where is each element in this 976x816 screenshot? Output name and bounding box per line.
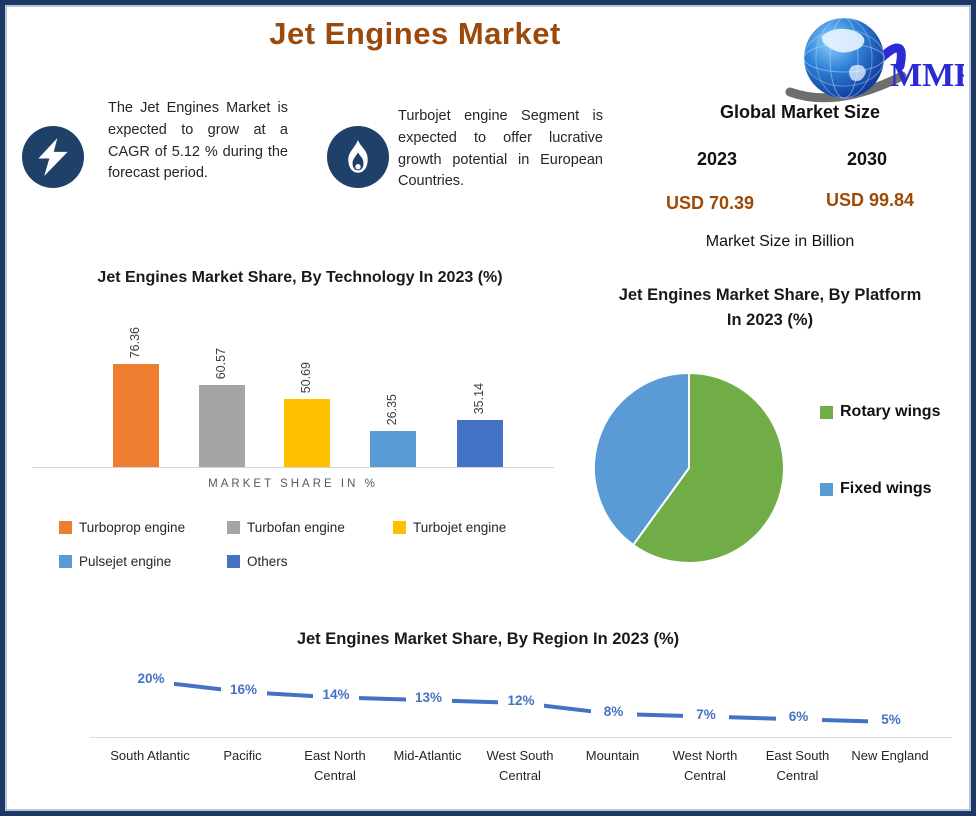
legend-swatch <box>393 521 406 534</box>
bar-pulsejet-engine <box>370 431 416 467</box>
legend-label: Others <box>247 554 288 569</box>
bar-chart-legend: Turboprop engine Turbofan engine Turbojet … <box>59 520 559 580</box>
pie-chart <box>593 372 785 564</box>
region-label-pacific: Pacific <box>223 748 262 763</box>
bar-x-axis-line <box>32 467 554 468</box>
bar-plot: 76.36 60.57 50.69 26.35 35.14 <box>32 327 554 467</box>
line-data-label: 8% <box>590 703 637 719</box>
flame-icon <box>327 126 389 188</box>
line-data-label: 12% <box>498 692 544 708</box>
region-label-east-north-central: East North Central <box>304 748 366 783</box>
bar-turbofan-engine <box>199 385 245 467</box>
region-label-south-atlantic: South Atlantic <box>110 748 190 763</box>
pie-slice-rotary-wings <box>632 372 785 564</box>
line-data-label: 7% <box>683 706 729 722</box>
bar-value-label: 76.36 <box>128 326 142 358</box>
line-data-label: 16% <box>220 681 267 697</box>
line-x-axis-line <box>90 737 952 738</box>
legend-label: Turbojet engine <box>413 520 507 535</box>
legend-item-turbojet-engine: Turbojet engine <box>393 520 506 535</box>
legend-item-pulsejet-engine: Pulsejet engine <box>59 554 171 569</box>
region-label-east-south-central: East South Central <box>765 748 830 783</box>
bar-value-label: 26.35 <box>385 393 399 425</box>
callout-growth-text: The Jet Engines Market is expected to gr… <box>108 100 288 182</box>
bar-turboprop-engine <box>113 364 159 467</box>
legend-swatch <box>820 482 833 496</box>
legend-item-others: Others <box>227 554 288 569</box>
line-data-label: 20% <box>128 671 174 686</box>
legend-item-fixed-wings: Fixed wings <box>820 480 932 498</box>
region-line-chart <box>148 679 892 724</box>
region-label-new-england: New England <box>851 748 929 763</box>
line-data-label: 5% <box>868 711 914 727</box>
bar-value-label: 50.69 <box>299 361 313 393</box>
line-data-label: 6% <box>775 709 822 725</box>
legend-label: Turbofan engine <box>247 520 345 535</box>
mmr-logo: MMR <box>782 14 976 110</box>
line-chart-title: Jet Engines Market Share, By Region In 2… <box>296 630 680 648</box>
market-size-unit-note: Market Size in Billion <box>705 233 855 250</box>
market-size-year-2023: 2023 <box>696 149 738 169</box>
line-data-label: 13% <box>405 690 452 706</box>
global-market-size-heading: Global Market Size <box>719 102 881 122</box>
legend-item-turbofan-engine: Turbofan engine <box>227 520 345 535</box>
bar-others <box>457 420 503 467</box>
legend-swatch <box>227 521 240 534</box>
bar-x-axis-label: MARKET SHARE IN % <box>208 478 378 490</box>
region-label-west-north-central: West North Central <box>672 748 738 783</box>
legend-swatch <box>59 521 72 534</box>
legend-label: Pulsejet engine <box>79 554 172 569</box>
logo-text-svg: MMR <box>890 57 964 94</box>
legend-label: Turboprop engine <box>79 520 186 535</box>
callout-segment-text: Turbojet engine Segment is expected to o… <box>398 108 603 190</box>
market-size-value-2030: USD 99.84 <box>825 190 915 210</box>
region-label-mountain: Mountain <box>585 748 640 763</box>
legend-label: Fixed wings <box>840 480 932 497</box>
market-size-year-2030: 2030 <box>846 149 888 169</box>
page-title: Jet Engines Market <box>269 16 561 51</box>
globe-icon <box>785 17 907 103</box>
bar-value-label: 60.57 <box>214 347 228 379</box>
legend-item-rotary-wings: Rotary wings <box>820 403 940 421</box>
legend-label: Rotary wings <box>840 403 941 420</box>
lightning-icon <box>22 126 84 188</box>
legend-swatch <box>227 555 240 568</box>
region-label-west-south-central: West South Central <box>486 748 554 783</box>
legend-swatch <box>59 555 72 568</box>
line-data-label: 14% <box>313 687 359 703</box>
bar-chart-title: Jet Engines Market Share, By Technology … <box>97 269 503 286</box>
bar-turbojet-engine <box>284 399 330 467</box>
legend-swatch <box>820 405 833 419</box>
pie-slice-fixed-wings <box>593 372 690 546</box>
bar-value-label: 35.14 <box>472 382 486 414</box>
market-size-value-2023: USD 70.39 <box>665 193 755 213</box>
legend-item-turboprop-engine: Turboprop engine <box>59 520 185 535</box>
region-label-mid-atlantic: Mid-Atlantic <box>393 748 462 763</box>
pie-chart-legend: Rotary wings Fixed wings <box>820 403 970 513</box>
pie-chart-title: Jet Engines Market Share, By Platform In… <box>618 286 922 329</box>
